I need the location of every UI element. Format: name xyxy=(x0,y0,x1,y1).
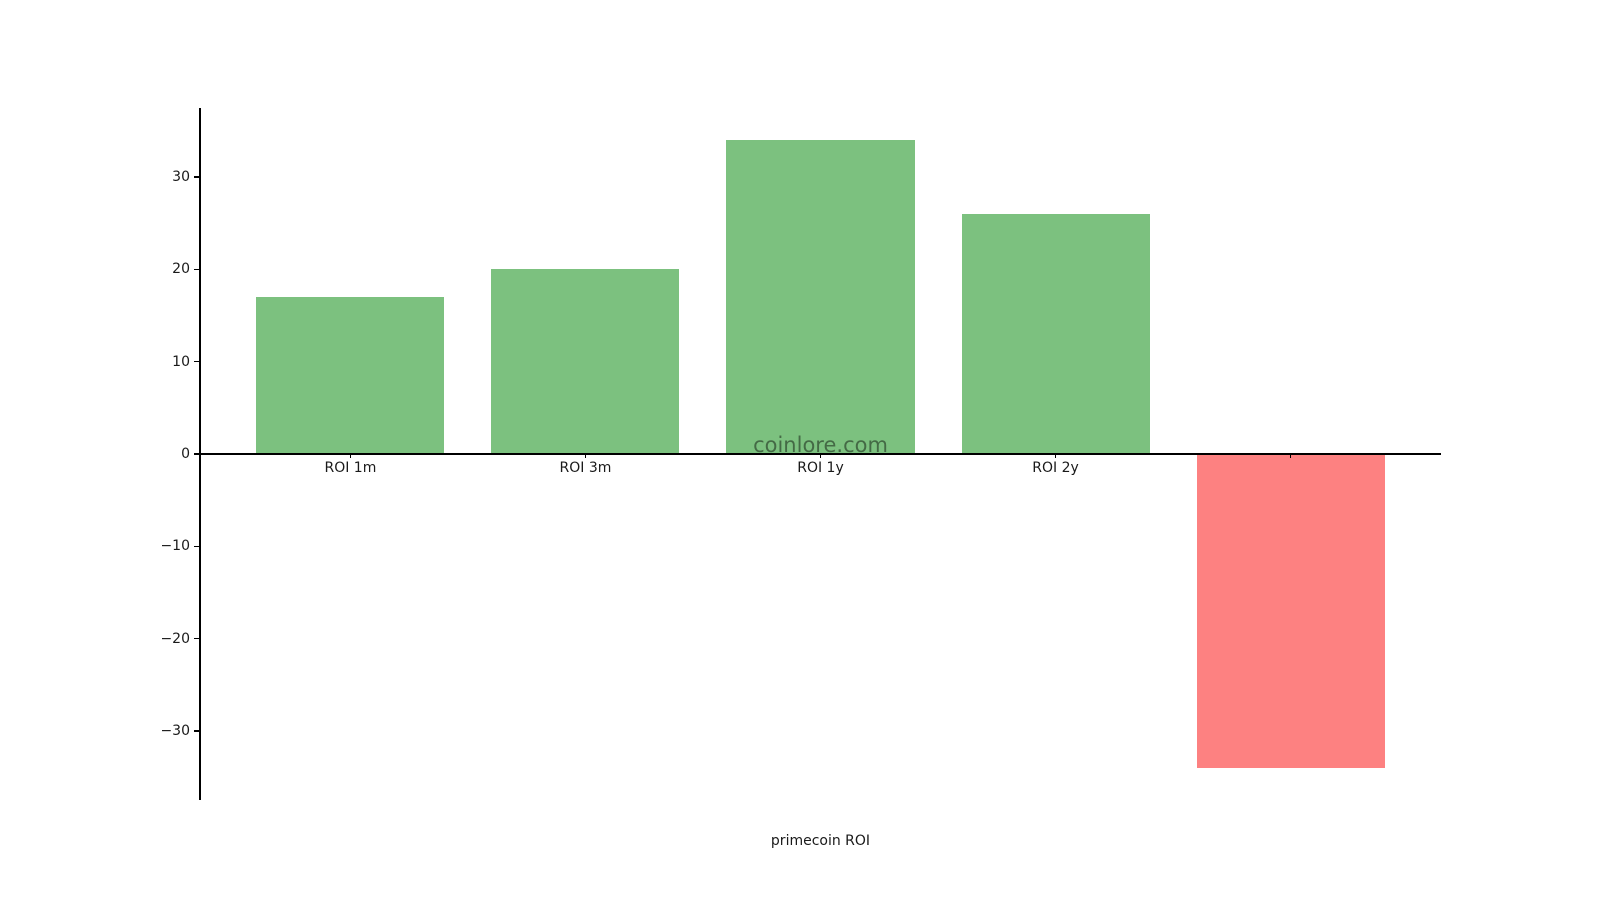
x-tick xyxy=(819,454,822,458)
y-tick-label: −10 xyxy=(160,538,190,555)
y-tick xyxy=(193,176,200,178)
y-tick-label: 0 xyxy=(181,446,190,462)
x-tick-label: ROI 2y xyxy=(1032,460,1079,476)
x-tick-label: ROI 1m xyxy=(324,460,377,476)
x-tick-label: ROI 3m xyxy=(559,460,612,476)
x-axis-title: primecoin ROI xyxy=(770,833,871,849)
bar xyxy=(256,297,445,454)
x-tick xyxy=(349,454,352,458)
y-tick-label: 20 xyxy=(172,261,190,278)
y-tick xyxy=(193,360,200,363)
y-tick-label: −20 xyxy=(160,630,190,647)
y-tick-label: 30 xyxy=(172,169,190,186)
bar xyxy=(1196,454,1385,768)
y-tick xyxy=(193,637,200,640)
x-tick xyxy=(1289,454,1292,458)
bar xyxy=(726,140,915,454)
x-tick xyxy=(1054,454,1057,458)
x-tick xyxy=(584,454,587,458)
x-tick-label: ROI 1y xyxy=(797,460,844,476)
y-tick xyxy=(193,268,200,271)
bar xyxy=(491,269,680,454)
watermark-text: coinlore.com xyxy=(753,433,888,457)
y-tick xyxy=(193,545,200,548)
y-tick xyxy=(193,730,200,732)
bar xyxy=(961,214,1150,454)
y-tick-label: −30 xyxy=(160,722,190,739)
y-tick-label: 10 xyxy=(172,353,190,370)
y-tick xyxy=(193,453,200,455)
